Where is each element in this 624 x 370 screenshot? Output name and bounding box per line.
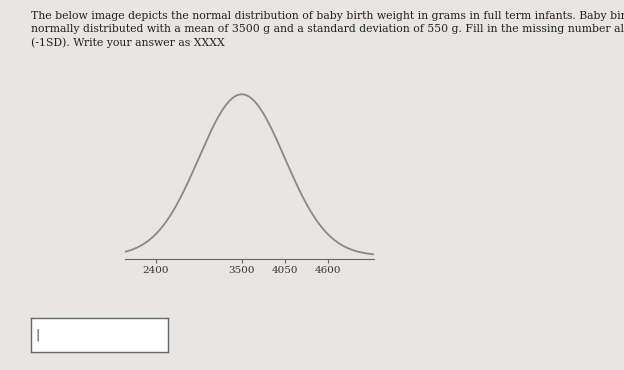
Text: The below image depicts the normal distribution of baby birth weight in grams in: The below image depicts the normal distr… [31, 11, 624, 48]
Text: |: | [36, 328, 39, 342]
